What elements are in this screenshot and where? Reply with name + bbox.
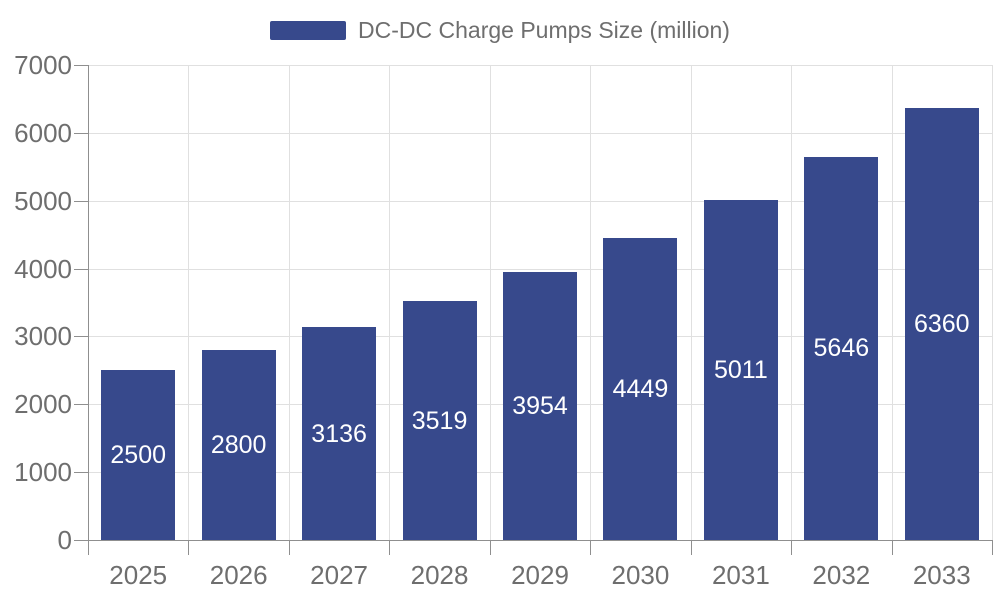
x-gridline (188, 65, 190, 540)
x-gridline (489, 65, 491, 540)
bar[interactable] (703, 199, 778, 540)
y-tick-label: 3000 (14, 321, 72, 352)
y-tick (74, 268, 88, 270)
x-tick (288, 540, 290, 555)
y-gridline (88, 268, 992, 270)
bar[interactable] (603, 238, 678, 540)
bar[interactable] (101, 370, 176, 540)
bar[interactable] (804, 156, 879, 540)
legend-item[interactable]: DC-DC Charge Pumps Size (million) (270, 17, 730, 44)
y-tick (74, 65, 88, 66)
y-tick-label: 6000 (14, 117, 72, 148)
x-tick-label: 2031 (711, 560, 770, 590)
x-tick (891, 540, 893, 555)
x-gridline (590, 65, 592, 540)
x-tick-label: 2025 (109, 560, 168, 590)
x-tick (590, 540, 592, 555)
y-gridline (88, 132, 992, 134)
bar-value-label: 5646 (813, 334, 870, 363)
y-tick-label: 0 (57, 525, 72, 555)
x-tick-label: 2028 (410, 560, 469, 590)
legend-label: DC-DC Charge Pumps Size (million) (358, 17, 730, 43)
legend: DC-DC Charge Pumps Size (million) (0, 17, 1000, 44)
x-axis-line (88, 540, 993, 541)
x-tick-label: 2030 (611, 560, 670, 590)
bar-value-label: 5011 (713, 355, 768, 384)
bar-value-label: 3519 (411, 406, 468, 435)
x-gridline (288, 65, 290, 540)
bar-value-label: 3954 (512, 391, 568, 420)
y-tick-label: 5000 (14, 185, 72, 216)
x-gridline (791, 65, 793, 540)
x-tick-label: 2029 (511, 560, 569, 590)
y-tick-label: 4000 (14, 253, 72, 284)
bar[interactable] (904, 108, 979, 540)
x-tick (88, 540, 89, 555)
x-gridline (389, 65, 391, 540)
x-tick-label: 2026 (209, 560, 268, 590)
y-axis-line (88, 65, 89, 540)
y-tick-label: 2000 (14, 389, 72, 420)
bar-value-label: 2800 (210, 431, 267, 459)
x-tick (992, 540, 993, 555)
x-tick (188, 540, 190, 555)
x-tick (489, 540, 491, 555)
bar-value-label: 2500 (110, 441, 167, 470)
x-tick-label: 2027 (310, 560, 369, 590)
bar-value-label: 6360 (913, 310, 970, 339)
bar[interactable] (302, 327, 377, 540)
x-tick (389, 540, 391, 555)
y-gridline (88, 200, 992, 202)
bar[interactable] (402, 301, 477, 540)
y-tick (74, 132, 88, 134)
y-tick-label: 1000 (14, 457, 72, 488)
y-tick (74, 540, 88, 541)
legend-swatch (270, 21, 347, 40)
x-tick (690, 540, 692, 555)
y-tick (74, 404, 88, 406)
y-tick-label: 7000 (14, 50, 72, 80)
bar[interactable] (201, 350, 276, 540)
y-tick (74, 200, 88, 202)
x-tick (791, 540, 793, 555)
y-tick (74, 336, 88, 338)
x-gridline (992, 65, 993, 540)
x-gridline (891, 65, 893, 540)
y-gridline (88, 65, 992, 66)
y-tick (74, 472, 88, 474)
bar-value-label: 4449 (612, 375, 669, 404)
bar-value-label: 3136 (311, 419, 367, 448)
bar[interactable] (503, 271, 577, 540)
x-tick-label: 2033 (912, 560, 971, 590)
x-gridline (690, 65, 692, 540)
x-tick-label: 2032 (812, 560, 871, 590)
